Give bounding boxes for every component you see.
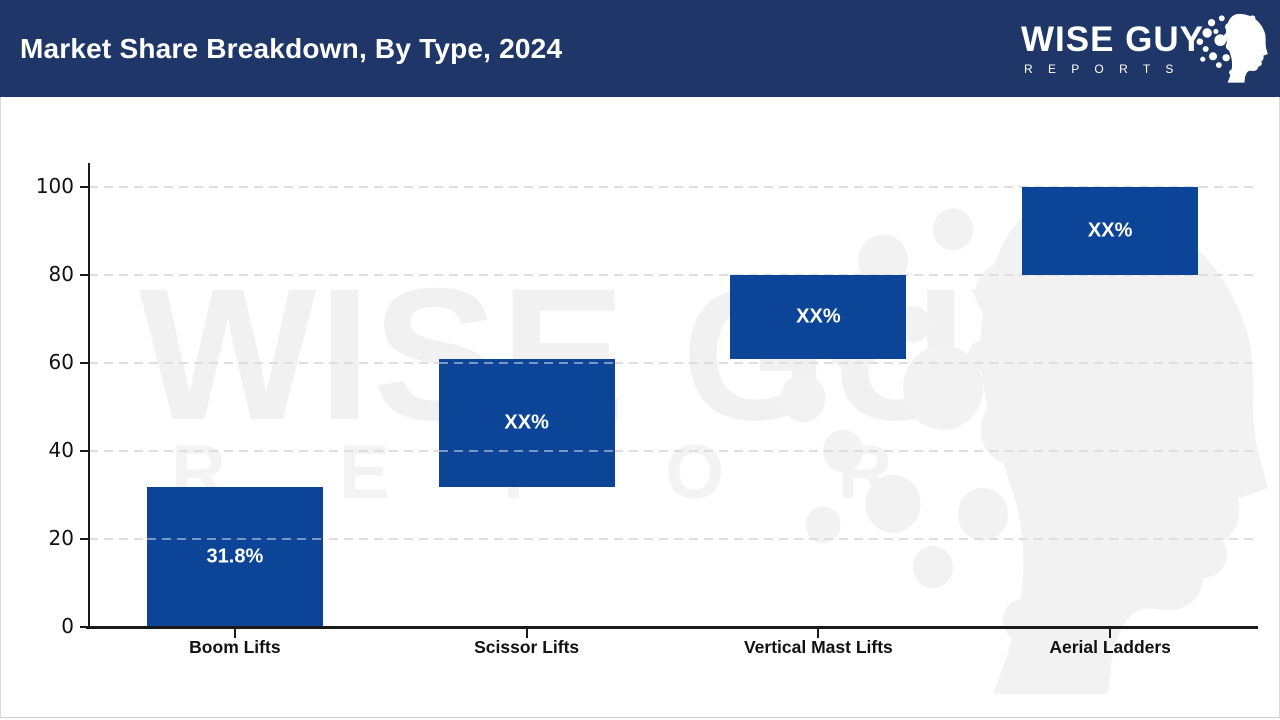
bar-value-label: 31.8% (206, 545, 264, 568)
y-tick-mark (80, 362, 89, 364)
bar (1022, 187, 1199, 275)
gridline (89, 362, 1256, 364)
x-category-label: Aerial Ladders (1049, 637, 1171, 657)
y-tick-label: 100 (35, 174, 74, 198)
gridline (89, 274, 1256, 276)
gridline (89, 186, 1256, 188)
y-tick-mark (80, 274, 89, 276)
header-bar: Market Share Breakdown, By Type, 2024 WI… (0, 0, 1280, 97)
wiseguy-logo-text: WISE GUY R E P O R T S (1020, 20, 1204, 76)
logo-name-text: WISE GUY (1020, 20, 1204, 60)
y-tick-label: 0 (61, 614, 74, 638)
y-tick-mark (80, 450, 89, 452)
y-axis-line (88, 163, 90, 629)
bar (146, 487, 323, 627)
x-category-label: Scissor Lifts (474, 637, 580, 657)
bar (438, 358, 615, 488)
y-tick-label: 60 (48, 350, 74, 374)
page-title: Market Share Breakdown, By Type, 2024 (20, 32, 563, 64)
y-tick-mark (80, 626, 89, 628)
y-tick-label: 20 (48, 526, 74, 550)
gridline (89, 450, 1256, 452)
x-tick-mark (1109, 629, 1112, 638)
y-tick-label: 80 (48, 262, 74, 286)
y-tick-mark (80, 538, 89, 540)
gridline-overlay (146, 538, 323, 540)
x-category-label: Vertical Mast Lifts (743, 637, 893, 657)
logo-sub-text: R E P O R T S (1023, 61, 1180, 76)
wiseguy-head-icon (1196, 13, 1268, 83)
x-tick-mark (233, 629, 236, 638)
gridline-overlay (438, 362, 615, 364)
y-tick-label: 40 (48, 438, 74, 462)
x-category-label: Boom Lifts (189, 637, 281, 657)
bar-value-label: XX% (796, 305, 841, 328)
bar (730, 275, 907, 359)
bar-value-label: XX% (1087, 219, 1133, 242)
wiseguy-logo: WISE GUY R E P O R T S (1021, 5, 1270, 93)
x-axis-line (86, 626, 1258, 629)
y-tick-mark (80, 186, 89, 188)
gridline (89, 538, 1256, 540)
chart-area: WISE GUY R E P O R T S 0 20 40 60 80 100 31.8%… (0, 97, 1280, 718)
x-tick-mark (525, 629, 528, 638)
bar-value-label: XX% (504, 411, 549, 434)
x-tick-mark (817, 629, 820, 638)
gridline-overlay (438, 450, 615, 452)
